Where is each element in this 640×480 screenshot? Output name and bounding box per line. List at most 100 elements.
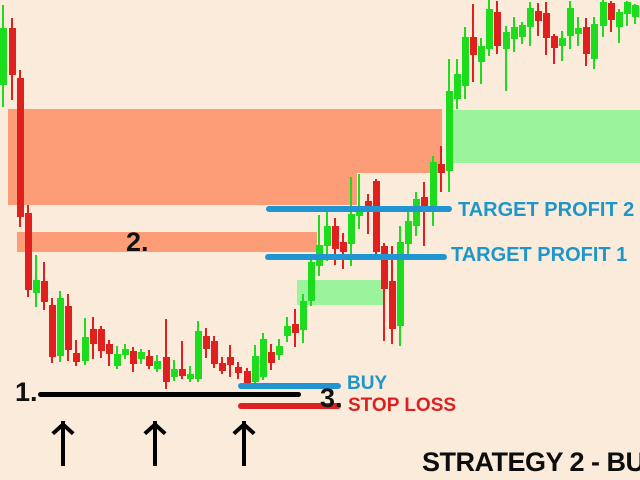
candle-body: [503, 32, 510, 49]
candle-wick: [383, 243, 385, 341]
candle-body: [25, 213, 32, 290]
candle-body: [300, 301, 307, 330]
candle-body: [41, 281, 48, 302]
candle-body: [163, 357, 170, 382]
candle-body: [381, 246, 388, 289]
up-arrow-stem: [153, 421, 157, 466]
up-arrow-stem: [61, 421, 65, 466]
candle-body: [559, 38, 566, 46]
candle-body: [203, 336, 210, 349]
candle-body: [292, 324, 299, 333]
candle-body: [486, 9, 493, 49]
target-profit-1-line: [265, 254, 447, 260]
candle-body: [405, 221, 412, 244]
buy-line: [238, 383, 341, 389]
supply-zone-2: [17, 232, 317, 252]
candle-body: [397, 242, 404, 326]
candle-body: [9, 28, 16, 75]
candle-body: [252, 356, 259, 382]
candle-body: [454, 74, 461, 99]
candle-body: [600, 2, 607, 26]
candle-body: [462, 37, 469, 86]
candle-body: [211, 341, 218, 364]
candle-body: [413, 199, 420, 226]
candle-wick: [553, 34, 555, 64]
candle-body: [276, 346, 283, 355]
stop-loss-line: [238, 403, 341, 409]
target-profit-1-label: TARGET PROFIT 1: [451, 244, 628, 266]
candle-body: [138, 352, 145, 359]
candle-body: [219, 363, 226, 371]
candle-body: [17, 78, 24, 217]
candle-body: [244, 371, 251, 383]
candle-body: [268, 352, 275, 363]
candle-body: [511, 27, 518, 39]
candle-body: [82, 337, 89, 361]
up-arrow: [231, 417, 257, 467]
candle-body: [260, 339, 267, 377]
candle-body: [373, 181, 380, 252]
up-arrow: [50, 417, 76, 467]
up-arrow-stem: [242, 421, 246, 466]
candle-body: [608, 3, 615, 20]
candle-body: [114, 354, 121, 366]
candle-wick: [423, 182, 425, 246]
candle-body: [543, 13, 550, 38]
candle-body: [146, 356, 153, 366]
candle-body: [284, 326, 291, 336]
strategy-title: STRATEGY 2 - BUY: [422, 447, 640, 477]
candle-wick: [561, 31, 563, 61]
candle-body: [632, 5, 639, 17]
candle-body: [227, 357, 234, 365]
candle-body: [90, 329, 97, 344]
candle-body: [430, 162, 437, 206]
candle-body: [591, 24, 598, 59]
supply-zone-main-ext: [357, 109, 442, 173]
candle-body: [98, 329, 105, 351]
demand-zone-top: [446, 110, 640, 163]
supply-zone-main: [8, 109, 357, 205]
candle-body: [171, 369, 178, 377]
candle-body: [49, 305, 56, 357]
candle-body: [389, 281, 396, 329]
candle-wick: [367, 194, 369, 234]
candle-body: [624, 2, 631, 14]
candle-body: [478, 46, 485, 62]
step-2-label: 2.: [126, 227, 149, 257]
candle-body: [575, 28, 582, 34]
candle-body: [519, 25, 526, 37]
candle-body: [470, 37, 477, 55]
candle-body: [551, 36, 558, 48]
candle-wick: [165, 319, 167, 389]
candle-body: [446, 91, 453, 171]
candle-body: [324, 226, 331, 246]
candle-body: [33, 280, 40, 293]
candle-body: [583, 27, 590, 54]
candle-body: [616, 12, 623, 27]
candle-body: [0, 28, 7, 85]
buy-label: BUY: [347, 373, 388, 394]
candle-body: [340, 242, 347, 252]
candle-body: [308, 262, 315, 301]
candle-body: [365, 201, 372, 209]
candle-body: [535, 11, 542, 21]
candle-body: [527, 8, 534, 27]
candle-body: [421, 197, 428, 207]
candle-body: [154, 361, 161, 369]
candle-body: [567, 8, 574, 36]
target-profit-2-label: TARGET PROFIT 2: [458, 199, 635, 221]
candle-body: [57, 298, 64, 356]
up-arrow: [142, 417, 168, 467]
candle-wick: [358, 174, 360, 229]
candle-wick: [181, 341, 183, 379]
candle-body: [65, 306, 72, 350]
candle-body: [332, 226, 339, 249]
candle-body: [187, 374, 194, 379]
target-profit-2-line: [266, 206, 452, 212]
support-low-line: [38, 391, 301, 397]
candle-body: [195, 331, 202, 379]
